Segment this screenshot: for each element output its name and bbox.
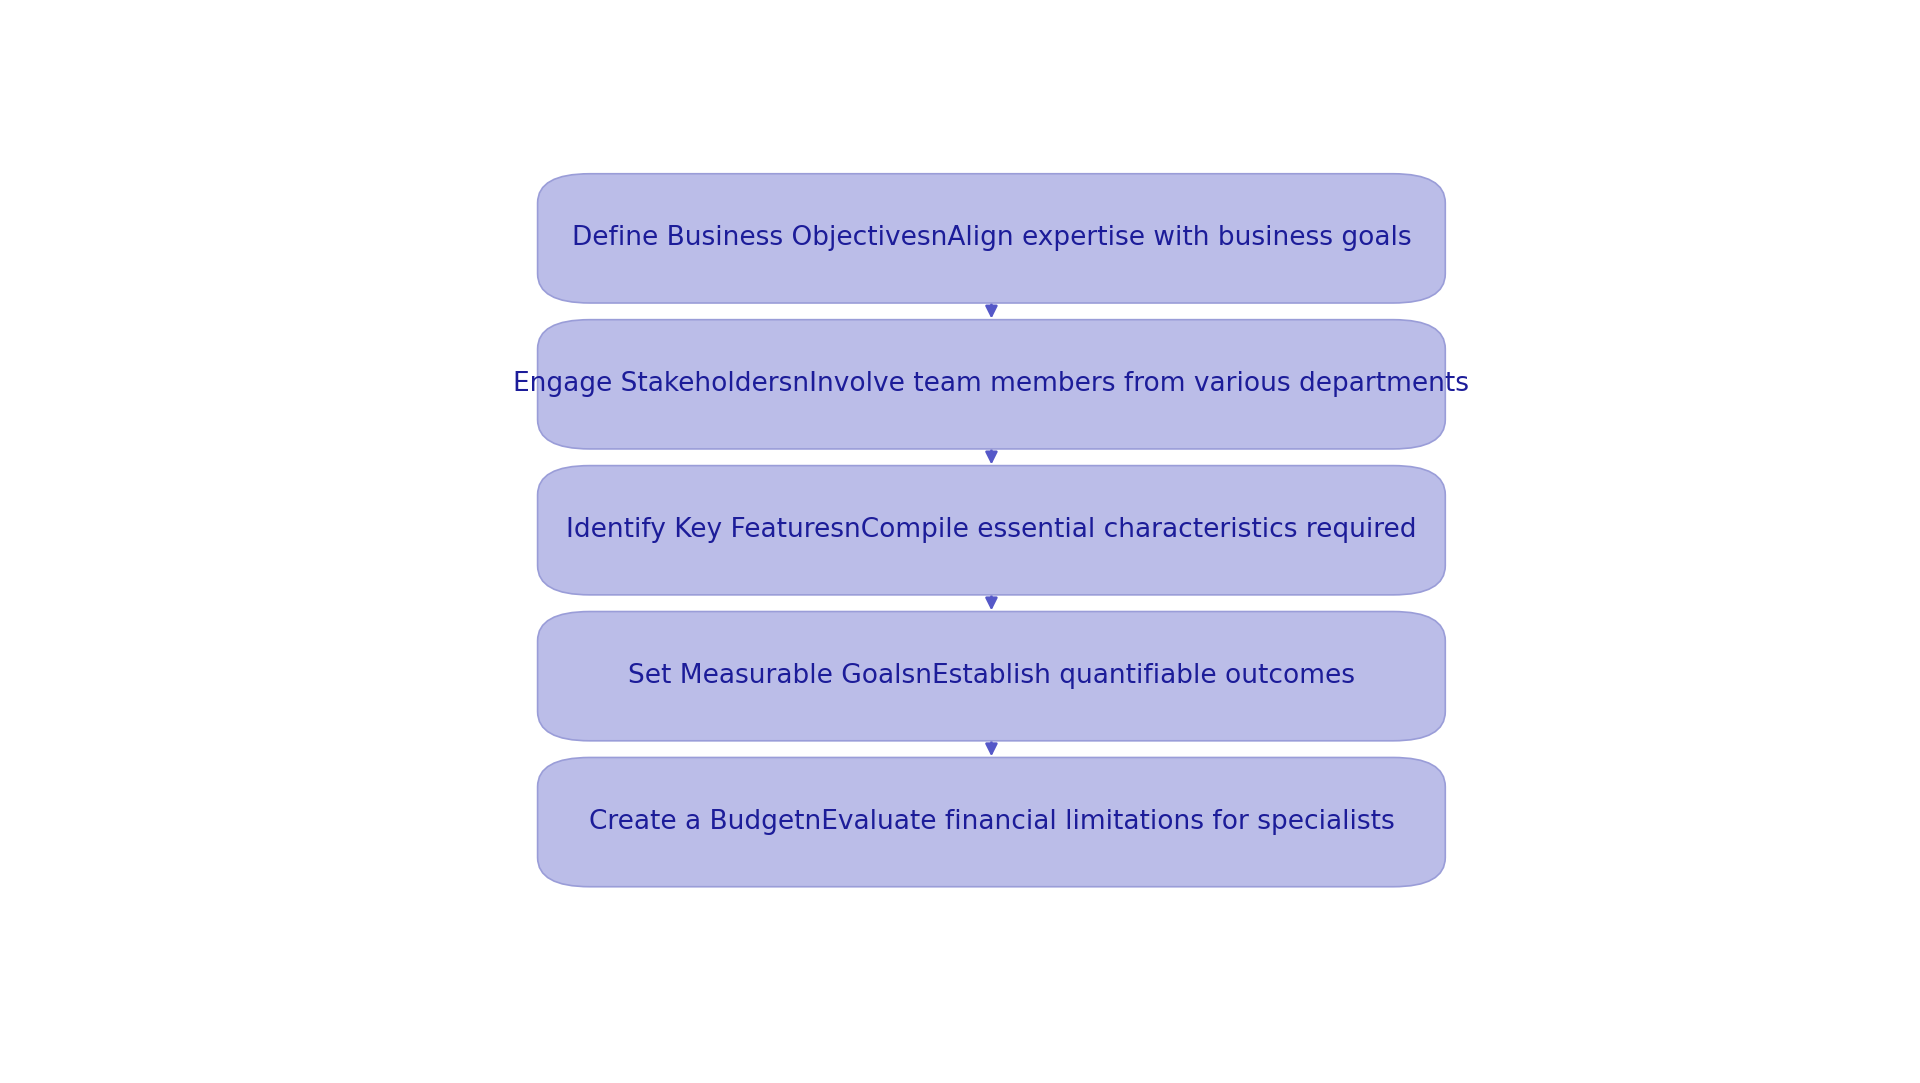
FancyBboxPatch shape (538, 319, 1446, 449)
Text: Set Measurable GoalsnEstablish quantifiable outcomes: Set Measurable GoalsnEstablish quantifia… (628, 663, 1356, 689)
Text: Create a BudgetnEvaluate financial limitations for specialists: Create a BudgetnEvaluate financial limit… (589, 809, 1394, 835)
Text: Engage StakeholdersnInvolve team members from various departments: Engage StakeholdersnInvolve team members… (513, 371, 1469, 397)
Text: Identify Key FeaturesnCompile essential characteristics required: Identify Key FeaturesnCompile essential … (566, 518, 1417, 544)
FancyBboxPatch shape (538, 612, 1446, 741)
FancyBboxPatch shape (538, 757, 1446, 887)
Text: Define Business ObjectivesnAlign expertise with business goals: Define Business ObjectivesnAlign experti… (572, 225, 1411, 251)
FancyBboxPatch shape (538, 173, 1446, 303)
FancyBboxPatch shape (538, 466, 1446, 595)
